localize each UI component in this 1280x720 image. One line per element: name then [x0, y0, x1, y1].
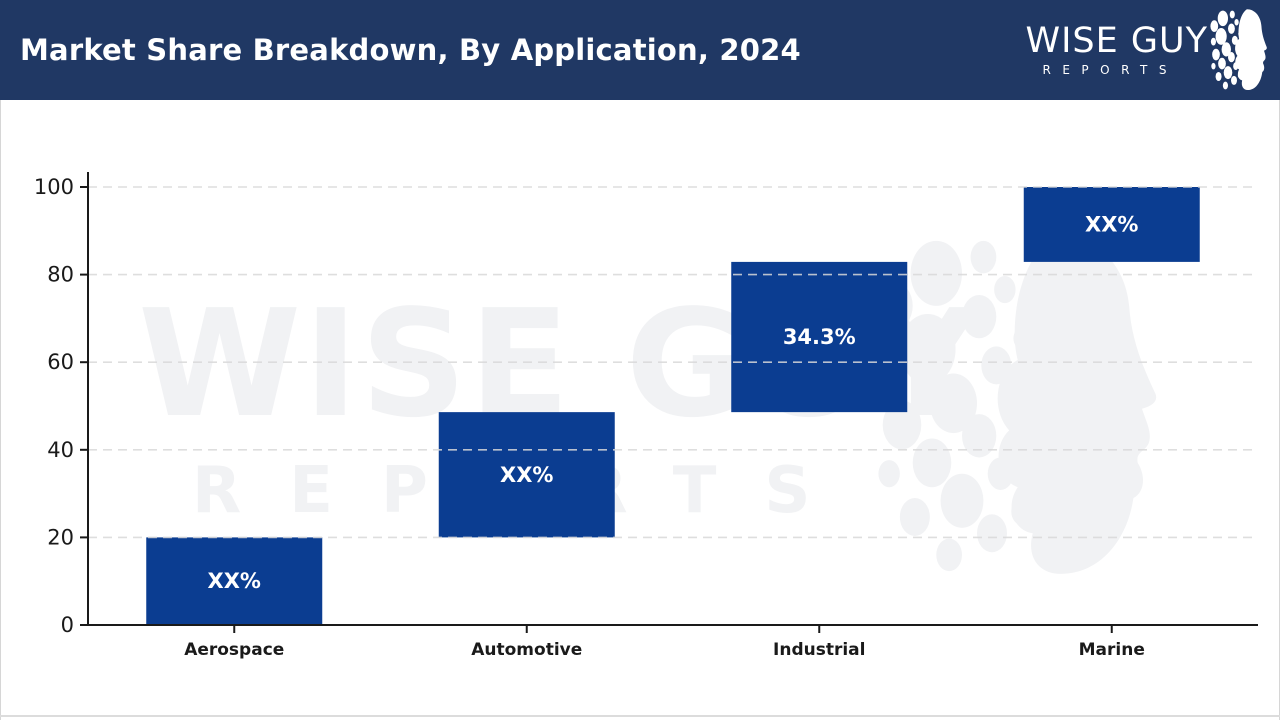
x-tick-label: Automotive	[471, 640, 582, 660]
header: Market Share Breakdown, By Application, …	[0, 0, 1280, 100]
logo-wordmark: WISE GUY	[1025, 20, 1208, 61]
bar-aerospace	[146, 537, 323, 625]
x-tick-label: Aerospace	[184, 640, 284, 660]
logo-text: WISE GUY REPORTS	[1025, 20, 1208, 77]
bar-label: XX%	[208, 569, 261, 593]
brand-logo: WISE GUY REPORTS	[1025, 8, 1270, 92]
chart-region: WISE GUY REPORTS 020406080100AerospaceAu…	[0, 100, 1280, 720]
bar-label: 34.3%	[783, 325, 856, 349]
bar-industrial	[731, 261, 908, 413]
wiseguy-face-icon	[1210, 9, 1267, 91]
page-border-bottom	[0, 715, 1280, 717]
bar-label: XX%	[1085, 212, 1138, 236]
page-title: Market Share Breakdown, By Application, …	[20, 33, 801, 67]
x-tick-label: Industrial	[773, 640, 865, 660]
y-tick-label: 0	[61, 613, 74, 637]
y-tick-label: 80	[47, 263, 74, 287]
chart-canvas: 0 20 40 60 80 100 Aerospace Automotive Industria…	[34, 172, 1258, 660]
bar-marine	[1023, 187, 1200, 262]
bar-label: XX%	[500, 463, 553, 487]
y-tick-label: 40	[47, 438, 74, 462]
y-tick-label: 20	[47, 525, 74, 549]
logo-subtitle: REPORTS	[1042, 62, 1178, 77]
x-tick-label: Marine	[1079, 640, 1145, 660]
y-tick-label: 60	[47, 350, 74, 374]
bar-automotive	[438, 412, 615, 538]
page-border-left	[0, 100, 1, 720]
y-tick-label: 100	[34, 175, 74, 199]
